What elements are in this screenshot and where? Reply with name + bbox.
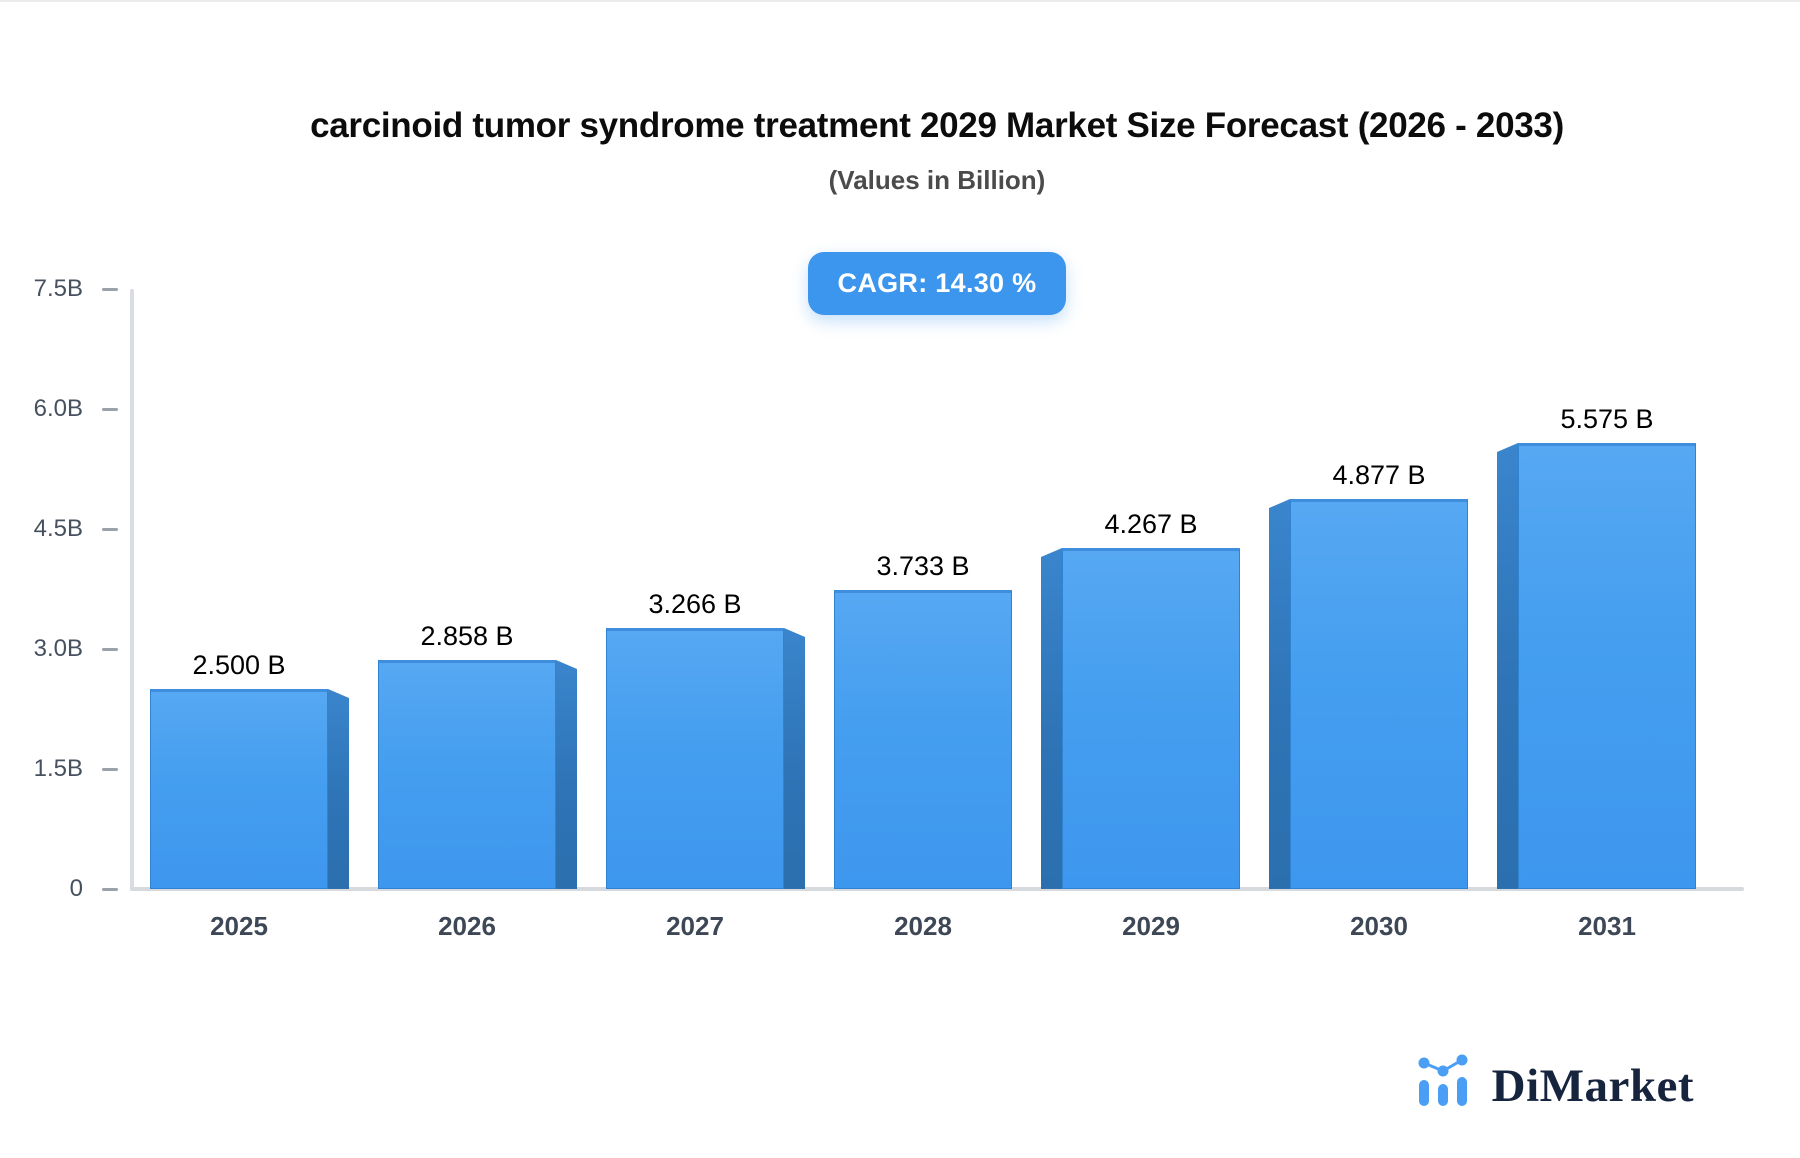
y-tick-label: 3.0B — [33, 635, 83, 662]
x-tick-label: 2026 — [438, 911, 496, 941]
bar-group-2028: 3.733 B 2028 — [834, 551, 1012, 941]
bar-2030[interactable] — [1290, 499, 1468, 889]
bar-group-2025: 2.500 B 2025 — [150, 650, 349, 941]
bar-2025[interactable] — [150, 689, 328, 889]
bar-group-2027: 3.266 B 2027 — [606, 589, 805, 941]
bar-value-label: 4.877 B — [1332, 460, 1426, 490]
x-tick-label: 2025 — [210, 911, 268, 941]
cagr-badge: CAGR: 14.30 % — [807, 252, 1067, 315]
bar-value-label: 5.575 B — [1560, 404, 1654, 434]
bar-value-label: 2.500 B — [192, 650, 286, 680]
bar-2026[interactable] — [378, 660, 556, 889]
bar-value-label: 3.733 B — [876, 551, 970, 581]
bar-2031[interactable] — [1518, 443, 1696, 889]
brand-logo[interactable]: DiMarket — [1415, 1050, 1694, 1112]
y-tick-label: 6.0B — [33, 395, 83, 422]
y-tick-mark — [102, 527, 118, 531]
y-tick-mark — [102, 407, 118, 411]
bar-2029[interactable] — [1062, 548, 1240, 889]
bar-value-label: 2.858 B — [420, 621, 514, 651]
bar-side-face — [1041, 548, 1062, 889]
cagr-badge-row: CAGR: 14.30 % — [130, 252, 1744, 315]
bar-side-face — [1269, 499, 1290, 889]
bar-group-2031: 5.575 B 2031 — [1497, 404, 1696, 941]
bar-side-face — [328, 689, 349, 889]
y-tick-mark — [102, 887, 118, 891]
bar-group-2026: 2.858 B 2026 — [378, 621, 577, 941]
bar-side-face — [784, 628, 805, 889]
brand-logo-text: DiMarket — [1491, 1059, 1694, 1112]
y-tick-mark — [102, 647, 118, 651]
bar-value-label: 4.267 B — [1104, 509, 1198, 539]
chart-title: carcinoid tumor syndrome treatment 2029 … — [310, 106, 1564, 145]
bar-group-2029: 4.267 B 2029 — [1041, 509, 1240, 941]
x-tick-label: 2029 — [1122, 911, 1180, 941]
y-tick-label: 4.5B — [33, 515, 83, 542]
y-tick-label: 1.5B — [33, 755, 83, 782]
bar-side-face — [1497, 443, 1518, 889]
y-tick-mark — [102, 767, 118, 771]
y-tick-label: 0 — [69, 875, 83, 902]
y-tick-mark — [102, 287, 118, 291]
bar-value-label: 3.266 B — [648, 589, 742, 619]
bar-side-face — [556, 660, 577, 889]
y-axis-line — [130, 289, 134, 891]
dimarket-logo-icon — [1418, 1054, 1468, 1106]
bar-2027[interactable] — [606, 628, 784, 889]
x-tick-label: 2027 — [666, 911, 724, 941]
x-axis-baseline — [130, 887, 1744, 891]
chart-subtitle: (Values in Billion) — [828, 165, 1046, 195]
bar-group-2030: 4.877 B 2030 — [1269, 460, 1468, 941]
y-tick-label: 7.5B — [33, 275, 83, 302]
x-tick-label: 2030 — [1350, 911, 1408, 941]
x-tick-label: 2031 — [1578, 911, 1636, 941]
x-tick-label: 2028 — [894, 911, 952, 941]
bar-2028[interactable] — [834, 590, 1012, 889]
